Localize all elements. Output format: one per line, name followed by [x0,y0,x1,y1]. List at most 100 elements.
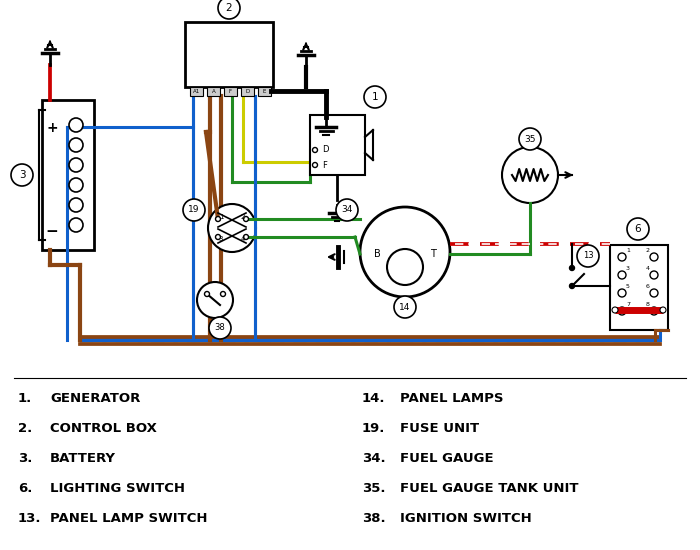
Text: 38: 38 [215,323,225,333]
Circle shape [69,178,83,192]
Circle shape [660,307,666,313]
Circle shape [360,207,450,297]
Text: 7: 7 [626,301,630,306]
Text: 8: 8 [646,301,650,306]
Text: B: B [374,249,380,259]
Text: 38.: 38. [362,512,386,525]
Text: 5: 5 [626,283,630,289]
Bar [42,100,94,250]
Circle shape [336,199,358,221]
Text: 2: 2 [225,3,232,13]
Text: 6: 6 [635,224,641,234]
Bar [310,115,365,175]
Text: 3: 3 [19,170,25,180]
Text: PANEL LAMP SWITCH: PANEL LAMP SWITCH [50,512,207,525]
Circle shape [394,296,416,318]
Circle shape [312,162,318,168]
Bar [207,87,220,96]
Circle shape [502,147,558,203]
Circle shape [577,245,599,267]
Text: 34.: 34. [362,452,386,465]
Text: 6.: 6. [18,481,32,494]
Text: F: F [322,161,327,169]
Text: FUEL GAUGE TANK UNIT: FUEL GAUGE TANK UNIT [400,481,578,494]
Text: 13: 13 [582,251,594,261]
Circle shape [183,199,205,221]
Circle shape [11,164,33,186]
Text: 6: 6 [646,283,650,289]
Text: 4: 4 [241,236,245,242]
Text: A1: A1 [193,89,200,94]
Text: 34: 34 [342,206,353,214]
Circle shape [197,282,233,318]
Text: 19.: 19. [362,421,386,434]
Text: D: D [322,146,328,155]
Text: 19: 19 [188,206,199,214]
Circle shape [69,158,83,172]
Circle shape [618,289,626,297]
Text: 14.: 14. [362,392,386,404]
Text: 14: 14 [399,302,411,311]
Text: 2: 2 [241,214,245,220]
Circle shape [650,271,658,279]
Text: 2: 2 [646,248,650,252]
Bar [258,87,271,96]
Circle shape [618,271,626,279]
Text: 1: 1 [372,92,378,102]
Circle shape [216,234,220,239]
Bar [190,87,203,96]
Circle shape [364,86,386,108]
Text: E: E [262,89,266,94]
Circle shape [216,217,220,222]
Text: LIGHTING SWITCH: LIGHTING SWITCH [50,481,185,494]
Circle shape [244,217,248,222]
Bar [241,87,254,96]
Text: 3.: 3. [18,452,32,465]
Text: 35: 35 [524,135,536,144]
Circle shape [570,283,575,289]
Text: A: A [211,89,216,94]
Text: 1.: 1. [18,392,32,404]
Text: PANEL LAMPS: PANEL LAMPS [400,392,503,404]
Bar [610,245,668,330]
Bar [224,87,237,96]
Bar [185,22,273,87]
Circle shape [570,266,575,271]
Text: 1: 1 [218,214,223,220]
Circle shape [69,198,83,212]
Text: CONTROL BOX: CONTROL BOX [50,421,157,434]
Text: 3: 3 [626,266,630,271]
Text: FUSE UNIT: FUSE UNIT [400,421,479,434]
Text: 1: 1 [626,248,630,252]
Text: F: F [229,89,232,94]
Circle shape [220,292,225,296]
Circle shape [650,289,658,297]
Circle shape [204,292,209,296]
Circle shape [218,0,240,19]
Circle shape [618,253,626,261]
Text: T: T [430,249,436,259]
Circle shape [208,204,256,252]
Circle shape [209,317,231,339]
Circle shape [244,234,248,239]
Text: IGNITION SWITCH: IGNITION SWITCH [400,512,532,525]
Text: BATTERY: BATTERY [50,452,116,465]
Text: 2.: 2. [18,421,32,434]
Circle shape [612,307,618,313]
Circle shape [69,138,83,152]
Circle shape [650,253,658,261]
Circle shape [618,307,626,315]
Text: FUEL GAUGE: FUEL GAUGE [400,452,494,465]
Text: 13.: 13. [18,512,41,525]
Circle shape [69,218,83,232]
Circle shape [519,128,541,150]
Text: GENERATOR: GENERATOR [50,392,141,404]
Circle shape [312,147,318,152]
Text: −: − [46,224,58,239]
Text: 35.: 35. [362,481,386,494]
Text: 3: 3 [218,236,223,242]
Text: D: D [246,89,250,94]
Text: +: + [46,121,58,135]
Circle shape [69,118,83,132]
Circle shape [650,307,658,315]
